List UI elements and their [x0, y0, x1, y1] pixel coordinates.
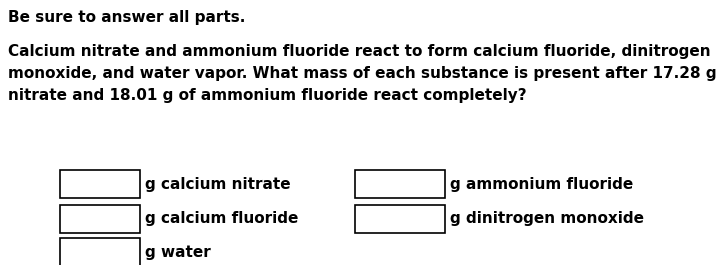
Bar: [355, 205, 445, 233]
Text: monoxide, and water vapor. What mass of each substance is present after 17.28 g : monoxide, and water vapor. What mass of …: [8, 66, 721, 81]
Bar: [355, 170, 445, 198]
Bar: [60, 170, 140, 198]
Bar: [60, 238, 140, 265]
Text: Be sure to answer all parts.: Be sure to answer all parts.: [8, 10, 245, 25]
Text: nitrate and 18.01 g of ammonium fluoride react completely?: nitrate and 18.01 g of ammonium fluoride…: [8, 88, 526, 103]
Text: Calcium nitrate and ammonium fluoride react to form calcium fluoride, dinitrogen: Calcium nitrate and ammonium fluoride re…: [8, 44, 711, 59]
Text: g dinitrogen monoxide: g dinitrogen monoxide: [450, 211, 644, 227]
Bar: [60, 205, 140, 233]
Text: g calcium nitrate: g calcium nitrate: [145, 176, 291, 192]
Text: g ammonium fluoride: g ammonium fluoride: [450, 176, 633, 192]
Text: g calcium fluoride: g calcium fluoride: [145, 211, 298, 227]
Text: g water: g water: [145, 245, 211, 259]
